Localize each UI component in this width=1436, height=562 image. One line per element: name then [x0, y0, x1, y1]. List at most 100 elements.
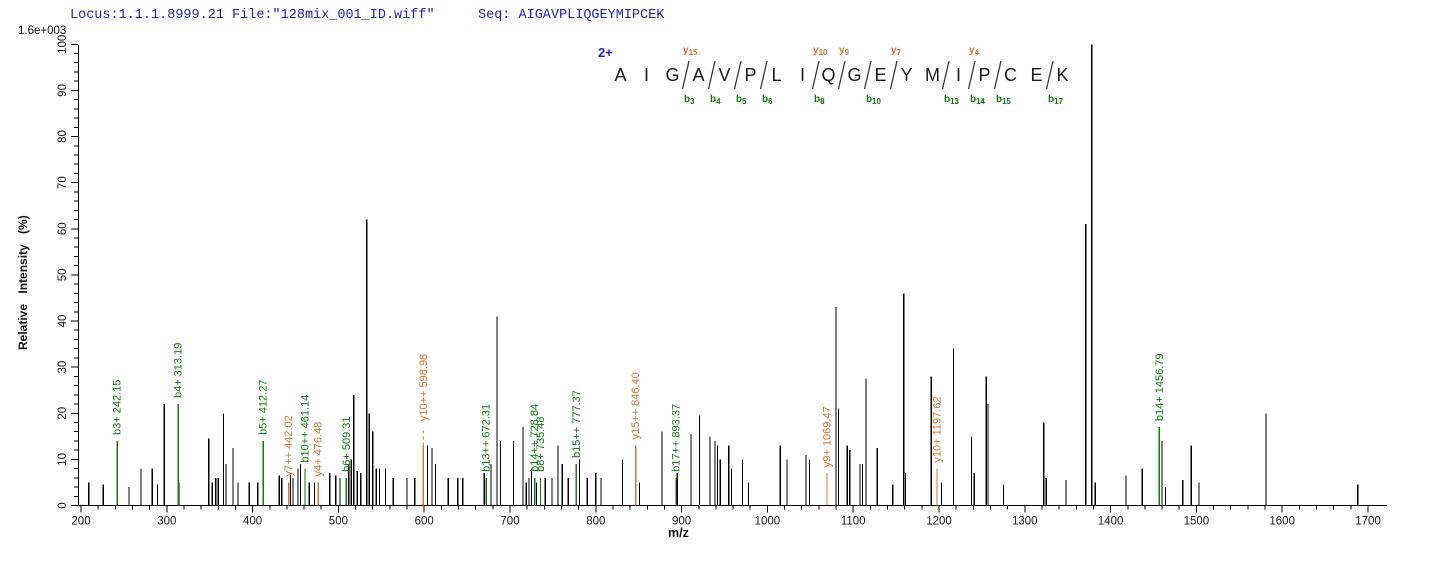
x-axis-title: m/z: [668, 526, 689, 540]
cleavage-slash-icon: [993, 60, 1002, 90]
peak-label: y15++ 846.40: [630, 372, 642, 439]
cleavage-slash-icon: [889, 60, 898, 90]
x-axis-tick-label: 300: [157, 516, 176, 528]
peak-label: b5+ 412.27: [258, 380, 270, 435]
b-ion-label: b13: [944, 94, 960, 106]
cleavage-slash-icon: [967, 60, 976, 90]
x-axis-tick-label: 600: [415, 516, 434, 528]
cleavage-mark: b13: [941, 60, 959, 106]
peak-label: y7++ 442.02: [283, 415, 295, 476]
cleavage-slash-icon: [941, 60, 950, 90]
peak-label: y4+ 476.48: [313, 422, 325, 477]
cleavage-mark: b15: [993, 60, 1011, 106]
b-ion-label: b14: [970, 94, 986, 106]
x-axis-tick-label: 500: [329, 516, 348, 528]
sequence-residue: Q: [821, 64, 836, 85]
header-locus-file: Locus:1.1.1.8999.21 File:"128mix_001_ID.…: [70, 8, 435, 23]
y-axis-tick-label: 50: [57, 269, 69, 282]
sequence-residue: C: [1004, 64, 1017, 85]
peak-label: b13++ 672.31: [481, 404, 493, 472]
peak-label: b17++ 893.37: [670, 404, 682, 472]
sequence-residue: L: [771, 64, 782, 85]
sequence-residue: P: [744, 64, 757, 85]
sequence-residue: E: [1030, 64, 1043, 85]
y-axis-tick-label: 40: [57, 315, 69, 328]
b-ion-label: b10: [866, 94, 882, 106]
y-axis-tick-label: 10: [57, 453, 69, 466]
sequence-residue: A: [614, 64, 627, 85]
y-ion-label: y9: [839, 45, 850, 57]
x-axis-tick-label: 1700: [1355, 516, 1381, 528]
sequence-residue: G: [847, 64, 862, 85]
sequence-residue: M: [925, 64, 940, 85]
b-ion-label: b6: [762, 94, 773, 106]
cleavage-mark: y15 b3: [681, 45, 697, 106]
y-axis-tick-label: 90: [57, 84, 69, 97]
sequence-residue: Y: [900, 64, 913, 85]
b-ion-label: b8: [814, 94, 825, 106]
cleavage-slash-icon: [759, 60, 768, 90]
peak-label: b14++ 728.84: [529, 404, 541, 472]
cleavage-slash-icon: [681, 60, 690, 90]
y-axis-tick-label: 100: [57, 35, 69, 54]
cleavage-slash-icon: [707, 60, 716, 90]
y-axis-tick-label: 30: [57, 361, 69, 374]
cleavage-mark: y10 b8: [811, 45, 827, 106]
sequence-residue: E: [874, 64, 887, 85]
peak-label: b10++ 461.14: [300, 395, 312, 463]
b-ion-label: b4: [710, 94, 721, 106]
x-axis-tick-label: 400: [243, 516, 262, 528]
peak-label: b3+ 242.15: [112, 380, 124, 435]
cleavage-mark: b10: [863, 60, 881, 106]
b-ion-label: b17: [1048, 94, 1064, 106]
cleavage-mark: y9: [837, 45, 849, 90]
sequence-residue: G: [665, 64, 680, 85]
cleavage-mark: b5: [733, 60, 747, 106]
cleavage-slash-icon: [811, 60, 820, 90]
y-ion-label: y10: [813, 45, 828, 57]
sequence-residue: A: [692, 64, 705, 85]
b-ion-label: b15: [996, 94, 1012, 106]
y-axis-tick-label: 0: [57, 502, 69, 508]
x-axis-tick-label: 1500: [1184, 516, 1210, 528]
precursor-charge: 2+: [598, 45, 613, 60]
cleavage-mark: y4 b14: [967, 45, 985, 106]
cleavage-mark: b6: [759, 60, 773, 106]
cleavage-slash-icon: [863, 60, 872, 90]
y-axis-tick-label: 70: [57, 176, 69, 189]
x-axis-tick-label: 1200: [926, 516, 952, 528]
x-axis-tick-label: 1600: [1269, 516, 1295, 528]
peak-label: y10+ 1197.62: [931, 396, 943, 462]
sequence-residue: I: [955, 64, 961, 85]
cleavage-slash-icon: [837, 60, 846, 90]
cleavage-mark: b17: [1045, 60, 1063, 106]
cleavage-mark: y7: [889, 45, 901, 90]
b-ion-label: b3: [684, 94, 695, 106]
x-axis-tick-label: 800: [586, 516, 605, 528]
y-axis-tick-label: 60: [57, 222, 69, 235]
y-axis-tick-label: 20: [57, 407, 69, 420]
peak-label: b8+ 735.48: [535, 416, 547, 471]
x-axis-tick-label: 1100: [841, 516, 866, 528]
header-sequence: Seq: AIGAVPLIQGEYMIPCEK: [478, 8, 665, 23]
y-ion-label: y7: [891, 45, 902, 57]
b-ion-label: b5: [736, 94, 747, 106]
sequence-residue: I: [643, 64, 649, 85]
peak-label: b6+ 509.31: [341, 416, 353, 471]
peak-label: y10++ 598.98: [418, 354, 430, 421]
sequence-residue: I: [799, 64, 805, 85]
y-ion-label: y4: [969, 45, 980, 57]
cleavage-slash-icon: [733, 60, 742, 90]
cleavage-mark: b4: [707, 60, 721, 106]
x-axis-tick-label: 1400: [1098, 516, 1124, 528]
peak-label: b14+ 1456.79: [1154, 353, 1166, 421]
peak-label: y9+ 1069.47: [822, 406, 834, 467]
cleavage-slash-icon: [1045, 60, 1054, 90]
x-axis-tick-label: 1000: [755, 516, 781, 528]
x-axis-tick-label: 200: [71, 516, 90, 528]
x-axis-tick-label: 1300: [1012, 516, 1038, 528]
